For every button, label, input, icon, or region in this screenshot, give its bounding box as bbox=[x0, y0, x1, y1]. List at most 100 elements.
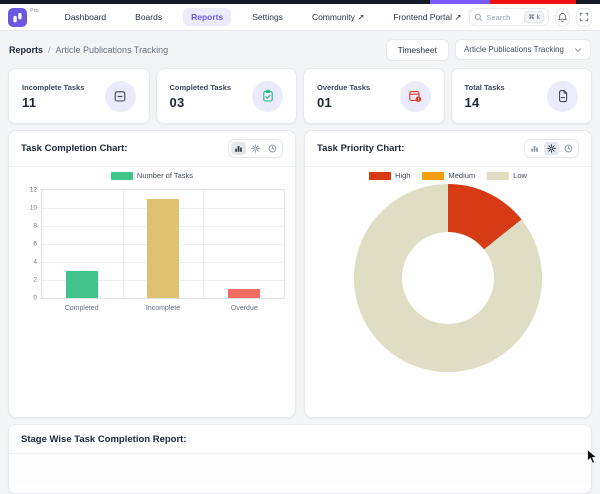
legend-swatch bbox=[110, 171, 133, 180]
bar-overdue bbox=[227, 289, 260, 298]
nav-item-reports[interactable]: Reports bbox=[183, 8, 232, 26]
settings-view-button[interactable] bbox=[248, 142, 263, 155]
stat-card-completed: Completed Tasks 03 bbox=[155, 68, 297, 124]
stage-report-content bbox=[9, 454, 591, 484]
top-navbar: Pro Dashboard Boards Reports Settings Co… bbox=[0, 4, 600, 31]
settings-view-button[interactable] bbox=[544, 142, 559, 155]
stat-card-total: Total Tasks 14 bbox=[450, 68, 592, 124]
logo-mark-icon bbox=[13, 12, 22, 22]
charts-row: Task Completion Chart: Number of Tasks 0… bbox=[8, 130, 592, 418]
board-selector[interactable]: Article Publications Tracking bbox=[454, 39, 591, 60]
calendar-minus-icon bbox=[104, 80, 136, 112]
chart-title: Task Priority Chart: bbox=[317, 143, 405, 154]
nav-item-community[interactable]: Community ↗ bbox=[311, 11, 365, 22]
y-axis-tick: 2 bbox=[33, 276, 37, 284]
timesheet-button[interactable]: Timesheet bbox=[385, 38, 449, 61]
stat-text: Incomplete Tasks 11 bbox=[22, 83, 84, 110]
stat-text: Total Tasks 14 bbox=[465, 83, 505, 110]
legend-item: Number of Tasks bbox=[110, 171, 194, 180]
breadcrumb-current: Article Publications Tracking bbox=[55, 44, 169, 55]
gridline bbox=[203, 190, 205, 298]
history-view-button[interactable] bbox=[265, 142, 280, 155]
x-axis-label: Overdue bbox=[230, 305, 258, 312]
legend-swatch bbox=[369, 171, 392, 180]
stat-label: Total Tasks bbox=[464, 82, 505, 92]
stage-report-title: Stage Wise Task Completion Report: bbox=[9, 425, 591, 454]
bar-chart-view-button[interactable] bbox=[527, 142, 542, 155]
legend-swatch bbox=[487, 171, 510, 180]
page-actions: Timesheet Article Publications Tracking bbox=[385, 38, 591, 61]
nav-item-frontend-portal[interactable]: Frontend Portal ↗ bbox=[393, 11, 462, 22]
stage-report-card: Stage Wise Task Completion Report: bbox=[8, 424, 592, 494]
nav-item-settings[interactable]: Settings bbox=[252, 12, 283, 22]
bar-completed bbox=[66, 271, 99, 298]
x-axis-label: Completed bbox=[64, 305, 99, 312]
stat-label: Overdue Tasks bbox=[317, 82, 371, 92]
donut-legend: High Medium Low bbox=[305, 171, 591, 180]
breadcrumb-separator: / bbox=[48, 44, 51, 55]
task-priority-chart-card: Task Priority Chart: High Medium Low bbox=[304, 130, 592, 418]
stat-value: 01 bbox=[317, 94, 333, 110]
bar-chart-legend: Number of Tasks bbox=[9, 171, 295, 180]
progress-segment-red bbox=[490, 0, 576, 4]
breadcrumb: Reports / Article Publications Tracking bbox=[9, 45, 168, 55]
chart-header: Task Completion Chart: bbox=[9, 131, 295, 167]
legend-item: Medium bbox=[422, 171, 475, 180]
chevron-down-icon bbox=[574, 47, 582, 52]
stat-card-overdue: Overdue Tasks 01 bbox=[303, 68, 445, 124]
calendar-alert-icon bbox=[399, 80, 431, 112]
x-axis-label: Incomplete bbox=[145, 305, 181, 312]
legend-item: Low bbox=[487, 171, 527, 180]
search-icon bbox=[475, 13, 483, 21]
y-axis-tick: 10 bbox=[29, 204, 37, 212]
stat-label: Incomplete Tasks bbox=[22, 82, 85, 92]
search-placeholder: Search bbox=[486, 12, 511, 22]
fullscreen-button[interactable] bbox=[576, 7, 592, 27]
y-axis-tick: 8 bbox=[33, 222, 37, 230]
stat-value: 03 bbox=[169, 94, 185, 110]
app-logo[interactable] bbox=[8, 7, 27, 27]
top-progress-strip bbox=[0, 0, 600, 4]
stat-text: Completed Tasks 03 bbox=[170, 83, 232, 110]
legend-swatch bbox=[422, 171, 445, 180]
expand-icon bbox=[580, 12, 589, 22]
clipboard-check-icon bbox=[252, 80, 283, 112]
stats-row: Incomplete Tasks 11 Completed Tasks 03 bbox=[8, 68, 592, 124]
board-selector-value: Article Publications Tracking bbox=[463, 45, 564, 54]
notifications-button[interactable] bbox=[554, 7, 571, 27]
pro-badge: Pro bbox=[30, 8, 39, 14]
gridline bbox=[122, 190, 124, 298]
progress-segment-purple bbox=[430, 0, 490, 4]
chart-title: Task Completion Chart: bbox=[21, 143, 128, 154]
chart-toolbar bbox=[228, 139, 283, 158]
nav-item-dashboard[interactable]: Dashboard bbox=[64, 12, 107, 22]
search-input[interactable]: Search ⌘ k bbox=[469, 8, 549, 26]
donut-chart bbox=[354, 184, 542, 372]
stat-text: Overdue Tasks 01 bbox=[317, 83, 370, 110]
nav-item-boards[interactable]: Boards bbox=[135, 12, 163, 22]
legend-label: Medium bbox=[448, 171, 476, 180]
bar-chart-xlabels: Completed Incomplete Overdue bbox=[41, 305, 285, 312]
y-axis-tick: 0 bbox=[33, 294, 37, 302]
y-axis-tick: 6 bbox=[33, 240, 37, 248]
legend-label: High bbox=[395, 171, 411, 180]
stat-card-incomplete: Incomplete Tasks 11 bbox=[8, 68, 150, 124]
breadcrumb-root[interactable]: Reports bbox=[9, 44, 44, 55]
legend-item: High bbox=[369, 171, 410, 180]
history-view-button[interactable] bbox=[561, 142, 576, 155]
legend-label: Low bbox=[513, 171, 527, 180]
nav-items: Dashboard Boards Reports Settings Commun… bbox=[57, 8, 470, 27]
bar-chart-plot: 0 2 4 6 8 10 12 bbox=[30, 187, 285, 302]
stat-label: Completed Tasks bbox=[169, 82, 232, 92]
chart-header: Task Priority Chart: bbox=[305, 131, 591, 167]
y-axis-tick: 4 bbox=[33, 258, 37, 266]
legend-label: Number of Tasks bbox=[136, 171, 194, 180]
stat-value: 11 bbox=[22, 94, 37, 110]
bar-incomplete bbox=[147, 199, 179, 298]
breadcrumb-row: Reports / Article Publications Tracking … bbox=[0, 31, 600, 68]
task-completion-chart-card: Task Completion Chart: Number of Tasks 0… bbox=[8, 130, 296, 418]
chart-toolbar bbox=[524, 139, 579, 158]
bar-chart-view-button[interactable] bbox=[231, 142, 246, 155]
y-axis-tick: 12 bbox=[29, 186, 37, 194]
